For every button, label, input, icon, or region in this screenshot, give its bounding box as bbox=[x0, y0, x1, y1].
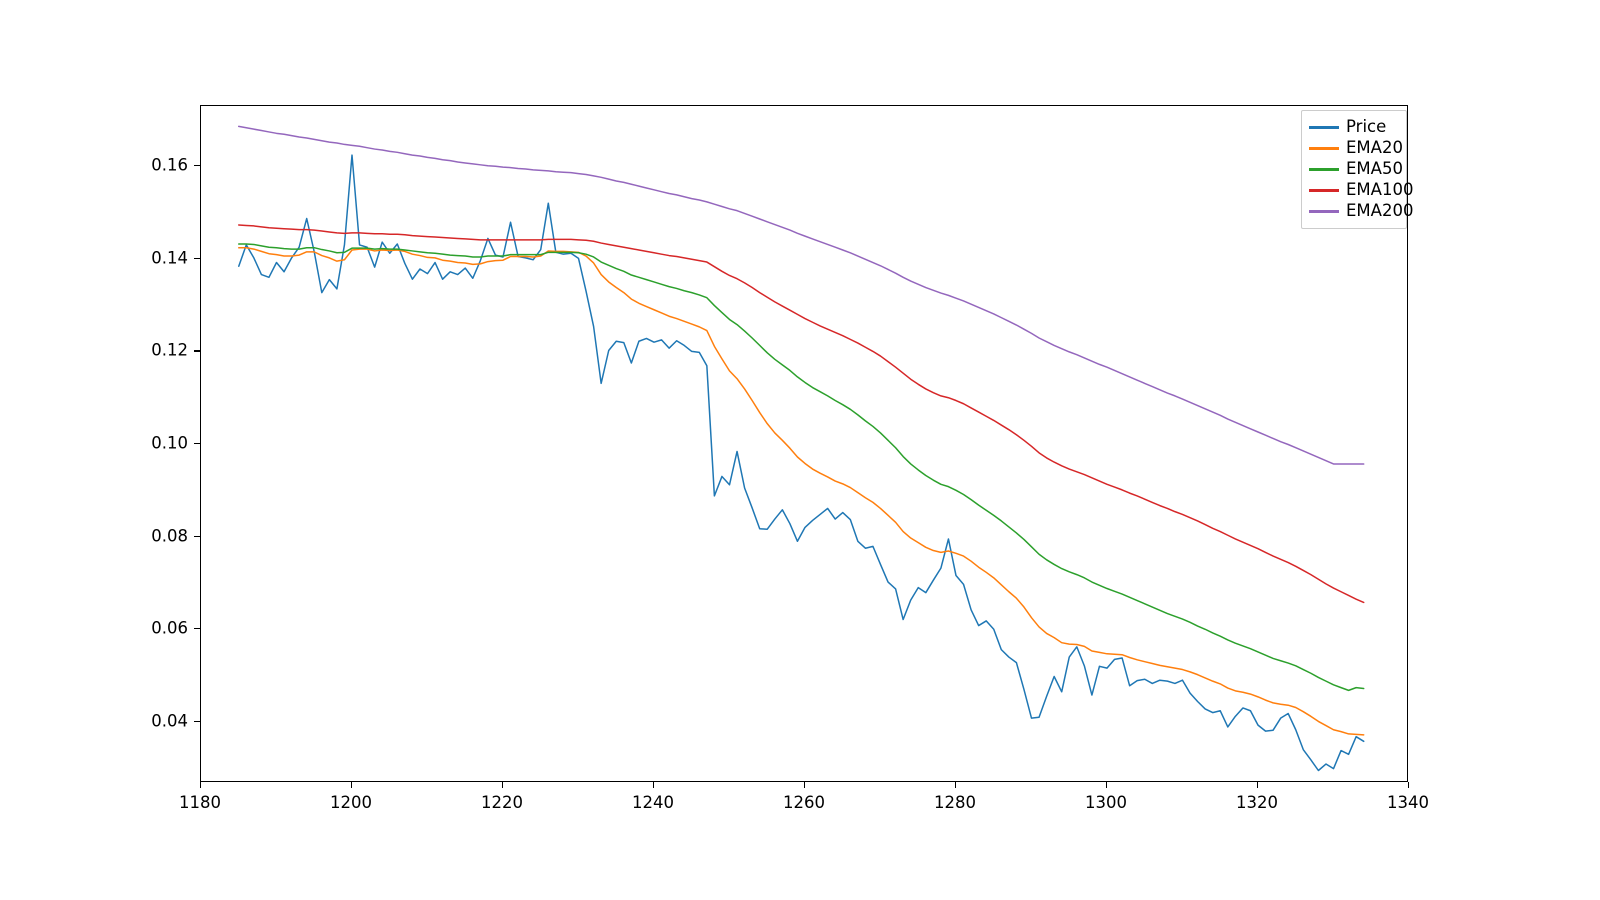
series-line-ema20 bbox=[238, 246, 1365, 736]
x-tick-mark bbox=[1408, 782, 1410, 788]
x-tick-label: 1340 bbox=[1387, 793, 1429, 812]
x-tick-mark bbox=[1257, 782, 1259, 788]
x-tick-label: 1320 bbox=[1236, 793, 1278, 812]
legend-color-swatch bbox=[1309, 168, 1339, 171]
y-tick-mark bbox=[194, 535, 200, 537]
series-line-ema50 bbox=[238, 243, 1365, 692]
y-tick-label: 0.12 bbox=[151, 340, 188, 360]
x-tick-mark bbox=[1106, 782, 1108, 788]
x-tick-label: 1180 bbox=[179, 793, 221, 812]
x-tick-mark bbox=[200, 782, 202, 788]
y-tick-mark bbox=[194, 443, 200, 445]
x-tick-label: 1220 bbox=[481, 793, 523, 812]
y-tick-mark bbox=[194, 720, 200, 722]
y-tick-mark bbox=[194, 628, 200, 630]
y-tick-label: 0.16 bbox=[151, 155, 188, 175]
y-tick-mark bbox=[194, 350, 200, 352]
legend-label: EMA200 bbox=[1346, 201, 1414, 221]
series-line-price bbox=[238, 154, 1365, 772]
y-tick-label: 0.10 bbox=[151, 433, 188, 453]
legend-label: EMA100 bbox=[1346, 180, 1414, 200]
series-line-ema200 bbox=[238, 125, 1365, 465]
chart-legend: Price EMA20 EMA50 EMA100 EMA200 bbox=[1301, 110, 1413, 229]
legend-color-swatch bbox=[1309, 147, 1339, 150]
x-tick-label: 1280 bbox=[934, 793, 976, 812]
legend-item-ema20[interactable]: EMA20 bbox=[1309, 138, 1403, 159]
x-tick-label: 1240 bbox=[632, 793, 674, 812]
y-tick-mark bbox=[194, 257, 200, 259]
y-tick-label: 0.08 bbox=[151, 526, 188, 546]
legend-label: EMA20 bbox=[1346, 138, 1403, 158]
x-tick-mark bbox=[955, 782, 957, 788]
legend-color-swatch bbox=[1309, 126, 1339, 129]
y-tick-label: 0.06 bbox=[151, 618, 188, 638]
plot-axes bbox=[200, 105, 1408, 782]
y-tick-mark bbox=[194, 165, 200, 167]
x-tick-label: 1200 bbox=[330, 793, 372, 812]
legend-item-ema50[interactable]: EMA50 bbox=[1309, 159, 1403, 180]
x-tick-mark bbox=[351, 782, 353, 788]
y-tick-label: 0.14 bbox=[151, 248, 188, 268]
legend-item-ema200[interactable]: EMA200 bbox=[1309, 201, 1413, 222]
y-tick-label: 0.04 bbox=[151, 711, 188, 731]
x-tick-mark bbox=[502, 782, 504, 788]
series-line-ema100 bbox=[238, 224, 1365, 604]
x-tick-label: 1260 bbox=[783, 793, 825, 812]
x-tick-mark bbox=[653, 782, 655, 788]
legend-item-ema100[interactable]: EMA100 bbox=[1309, 180, 1413, 201]
plot-lines-svg bbox=[238, 125, 1365, 772]
legend-color-swatch bbox=[1309, 189, 1339, 192]
legend-label: Price bbox=[1346, 117, 1387, 137]
x-tick-label: 1300 bbox=[1085, 793, 1127, 812]
x-tick-mark bbox=[804, 782, 806, 788]
legend-label: EMA50 bbox=[1346, 159, 1403, 179]
legend-color-swatch bbox=[1309, 210, 1339, 213]
legend-item-price[interactable]: Price bbox=[1309, 117, 1398, 138]
